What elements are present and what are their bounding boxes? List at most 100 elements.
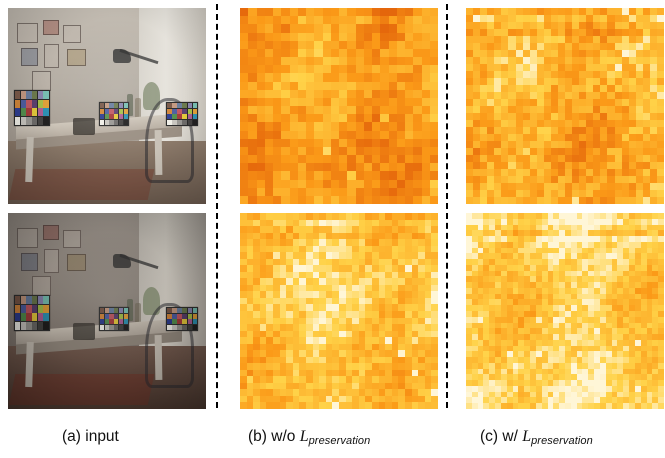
heatmap-cell bbox=[266, 284, 273, 292]
heatmap-cell bbox=[530, 270, 536, 277]
heatmap-cell bbox=[297, 138, 306, 147]
heatmap-cell bbox=[279, 317, 287, 325]
heatmap-cell bbox=[524, 264, 531, 271]
heatmap-cell bbox=[547, 253, 554, 260]
heatmap-cell bbox=[466, 276, 472, 283]
heatmap-cell bbox=[579, 176, 587, 183]
heatmap-cell bbox=[495, 328, 501, 335]
heatmap-cell bbox=[477, 270, 484, 277]
heatmap-cell bbox=[536, 162, 544, 169]
heatmap-cell bbox=[600, 85, 608, 92]
heatmap-cell bbox=[629, 213, 635, 219]
heatmap-cell bbox=[380, 122, 389, 131]
heatmap-cell bbox=[500, 224, 507, 231]
heatmap-cell bbox=[530, 236, 536, 242]
heatmap-cell bbox=[524, 270, 531, 277]
wall-frame bbox=[42, 19, 60, 35]
heatmap-cell bbox=[286, 402, 293, 409]
heatmap-cell bbox=[371, 265, 379, 272]
heatmap-cell bbox=[371, 297, 379, 305]
heatmap-cell bbox=[550, 127, 558, 134]
heatmap-cell bbox=[543, 106, 551, 113]
heatmap-cell bbox=[614, 155, 622, 162]
heatmap-cell bbox=[297, 122, 306, 131]
heatmap-cell bbox=[240, 213, 247, 220]
heatmap-cell bbox=[547, 282, 554, 288]
heatmap-cell bbox=[529, 99, 537, 106]
heatmap-cell bbox=[424, 382, 432, 390]
heatmap-cell bbox=[506, 282, 513, 288]
heatmap-cell bbox=[292, 297, 300, 305]
heatmap-cell bbox=[477, 213, 484, 219]
heatmap-cell bbox=[319, 265, 326, 272]
heatmap-cell bbox=[405, 130, 414, 139]
heatmap-cell bbox=[314, 89, 323, 98]
heatmap-cell bbox=[332, 337, 339, 344]
heatmap-cell bbox=[466, 29, 474, 36]
heatmap-cell bbox=[621, 64, 629, 71]
heatmap-cell bbox=[322, 146, 331, 155]
heatmap-cell bbox=[365, 245, 372, 253]
heatmap-cell bbox=[421, 89, 430, 98]
heatmap-cell bbox=[365, 382, 372, 390]
heatmap-cell bbox=[617, 374, 624, 381]
heatmap-cell bbox=[557, 22, 565, 29]
heatmap-cell bbox=[473, 99, 481, 106]
heatmap-cell bbox=[299, 304, 306, 311]
heatmap-cell bbox=[557, 8, 565, 15]
heatmap-cell bbox=[541, 380, 548, 386]
heatmap-cell bbox=[253, 369, 260, 377]
heatmap-cell bbox=[553, 334, 560, 340]
heatmap-cell bbox=[256, 65, 265, 74]
heatmap-cell bbox=[424, 278, 432, 285]
heatmap-cell bbox=[248, 106, 257, 115]
heatmap-cell bbox=[483, 368, 490, 375]
heatmap-cell bbox=[330, 81, 339, 90]
heatmap-cell bbox=[338, 350, 346, 357]
heatmap-cell bbox=[466, 106, 474, 113]
heatmap-cell bbox=[248, 48, 257, 57]
heatmap-cell bbox=[281, 195, 290, 204]
heatmap-cell bbox=[330, 32, 339, 41]
heatmap-cell bbox=[253, 343, 260, 351]
heatmap-cell bbox=[279, 213, 287, 220]
heatmap-cell bbox=[652, 236, 659, 242]
heatmap-cell bbox=[646, 218, 653, 225]
heatmap-cell bbox=[607, 15, 615, 22]
heatmap-cell bbox=[322, 130, 331, 139]
heatmap-cell bbox=[529, 190, 537, 197]
heatmap-cell bbox=[411, 252, 419, 259]
heatmap-cell bbox=[483, 230, 490, 237]
heatmap-cell bbox=[312, 317, 320, 325]
heatmap-cell bbox=[570, 213, 577, 219]
heatmap-cell bbox=[550, 176, 558, 183]
wall-frame bbox=[66, 254, 86, 272]
heatmap-cell bbox=[617, 310, 624, 317]
heatmap-cell bbox=[535, 276, 542, 283]
heatmap-cell bbox=[391, 317, 399, 325]
heatmap-cell bbox=[378, 395, 386, 403]
heatmap-cell bbox=[565, 190, 573, 197]
heatmap-cell bbox=[471, 241, 478, 248]
heatmap-cell bbox=[605, 328, 612, 335]
heatmap-cell bbox=[380, 195, 389, 204]
heatmap-cell bbox=[557, 148, 565, 155]
heatmap-cell bbox=[306, 146, 315, 155]
heatmap-cell bbox=[518, 385, 525, 392]
heatmap-cell bbox=[599, 351, 606, 358]
heatmap-cell bbox=[621, 176, 629, 183]
heatmap-cell bbox=[411, 265, 419, 272]
heatmap-cell bbox=[594, 397, 600, 404]
heatmap-cell bbox=[495, 293, 501, 300]
heatmap-cell bbox=[617, 224, 624, 231]
heatmap-cell bbox=[529, 106, 537, 113]
heatmap-cell bbox=[477, 322, 484, 329]
heatmap-cell bbox=[332, 252, 339, 259]
heatmap-cell bbox=[646, 334, 653, 340]
heatmap-cell bbox=[500, 403, 507, 409]
heatmap-cell bbox=[391, 363, 399, 370]
heatmap-cell bbox=[570, 374, 577, 381]
heatmap-cell bbox=[272, 376, 280, 383]
heatmap-cell bbox=[404, 376, 412, 383]
heatmap-cell bbox=[593, 29, 601, 36]
